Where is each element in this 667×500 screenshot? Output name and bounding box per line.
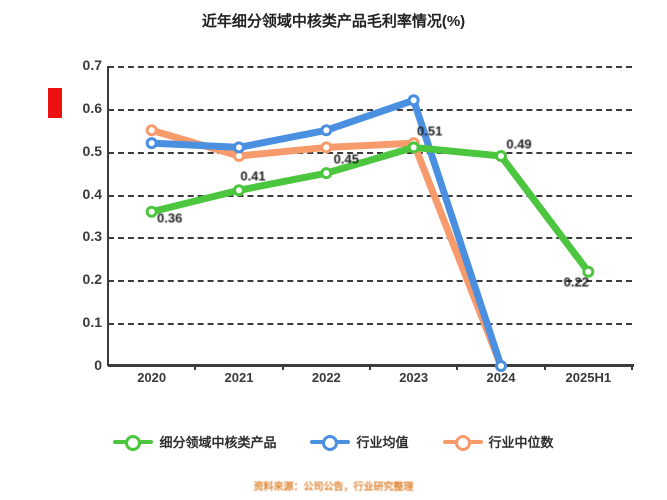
y-tick-label: 0.4 [82, 185, 102, 202]
data-label-2021: 0.41 [240, 168, 266, 184]
legend-item-0[interactable]: 细分领域中核类产品 [113, 432, 276, 451]
x-tick-label: 2020 [137, 370, 167, 385]
plot-area [108, 66, 632, 366]
data-label-2025H1: 0.22 [563, 274, 589, 290]
x-tick-mark [631, 364, 633, 370]
y-tick-label: 0.6 [82, 99, 102, 116]
y-tick-label: 0.3 [82, 228, 102, 245]
y-tick-label: 0.1 [82, 314, 102, 331]
x-axis-line [108, 364, 634, 367]
legend-label-2: 行业中位数 [488, 435, 554, 450]
data-label-2024: 0.49 [506, 136, 532, 152]
chart-title: 近年细分领域中核类产品毛利率情况(%) [201, 13, 466, 30]
gridline [108, 66, 632, 68]
legend-blue-marker-icon [310, 433, 351, 451]
legend-item-2[interactable]: 行业中位数 [442, 432, 554, 451]
gridline [108, 280, 632, 283]
redacted-block [48, 88, 62, 118]
data-label-2022: 0.45 [333, 151, 359, 167]
y-tick-label: 0.7 [82, 57, 102, 73]
x-tick-label: 2022 [311, 370, 341, 385]
x-tick-label: 2025H1 [565, 370, 612, 385]
data-label-2020: 0.36 [157, 210, 183, 226]
gridline [108, 323, 632, 326]
x-tick-label: 2021 [224, 370, 254, 385]
source-note: 资料来源：公司公告，行业研究整理 [253, 482, 414, 493]
chart-legend: 细分领域中核类产品 行业均值 行业中位数 [0, 432, 667, 451]
x-tick-label: 2024 [486, 370, 516, 385]
y-tick-label: 0.2 [82, 271, 102, 288]
legend-item-1[interactable]: 行业均值 [310, 432, 409, 451]
legend-label-0: 细分领域中核类产品 [159, 435, 277, 450]
gridline [108, 108, 632, 111]
legend-orange-marker-icon [442, 433, 483, 451]
legend-green-marker-icon [113, 433, 154, 451]
legend-label-1: 行业均值 [356, 435, 409, 450]
y-tick-label: 0.5 [82, 142, 102, 159]
x-tick-label: 2023 [399, 370, 429, 385]
x-tick-mark [543, 364, 546, 370]
gridline [108, 151, 632, 154]
data-label-2023: 0.51 [417, 123, 443, 139]
y-tick-label: 0 [94, 357, 102, 373]
gridline [108, 194, 632, 197]
y-axis-line [107, 66, 109, 366]
gridline [108, 237, 632, 240]
